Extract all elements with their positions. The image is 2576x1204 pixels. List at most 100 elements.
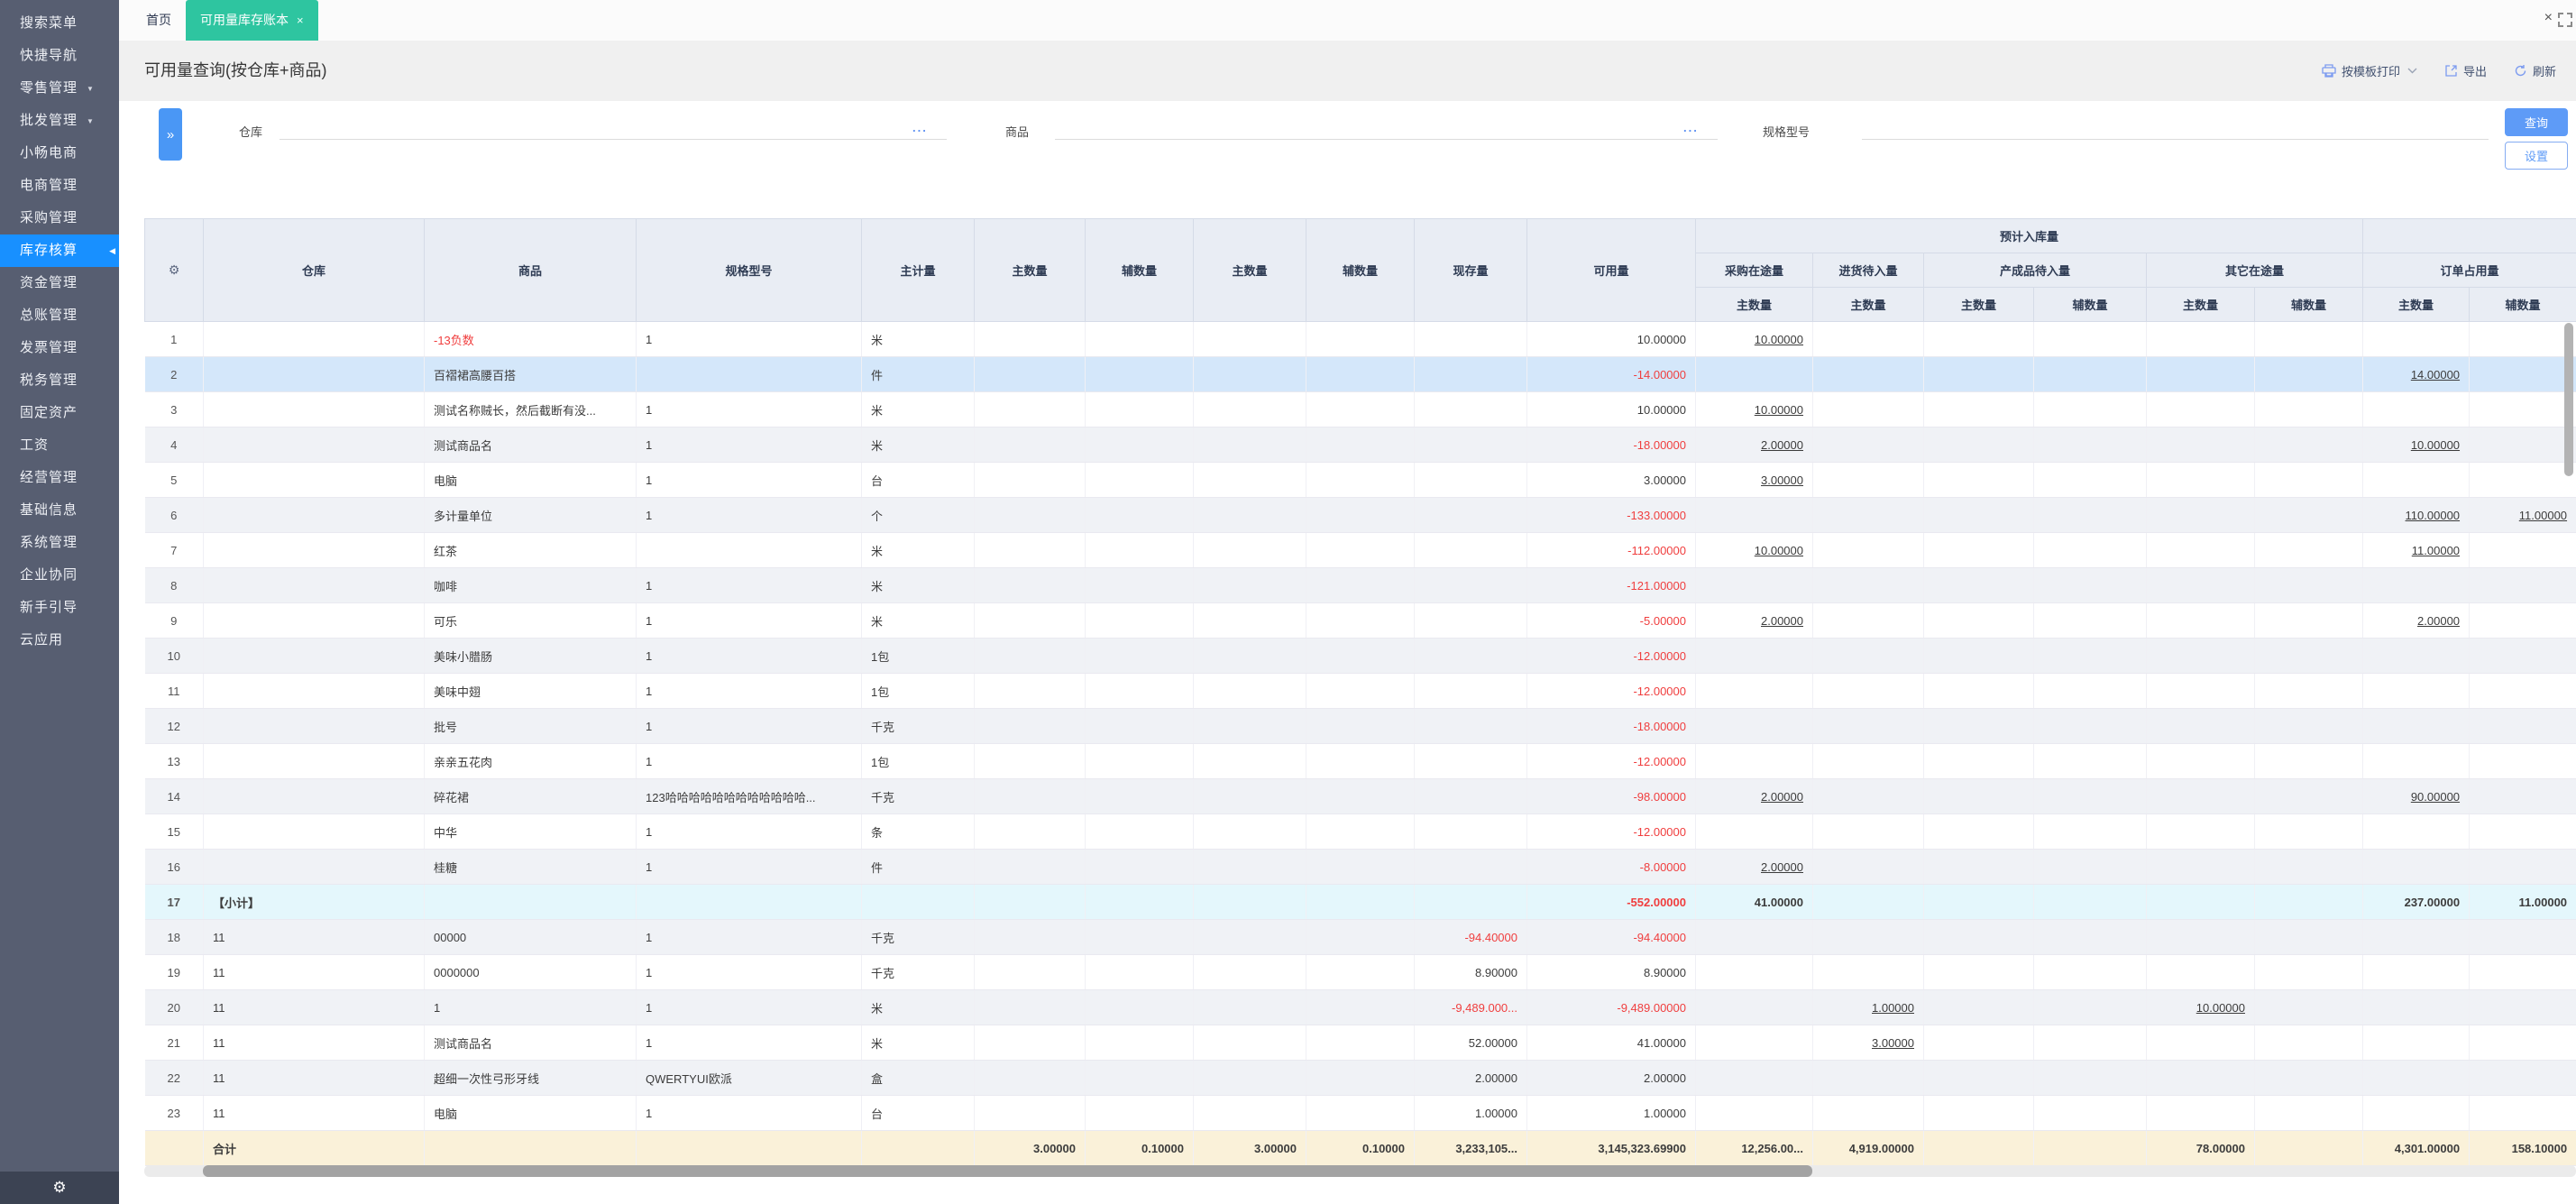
table-row[interactable]: 合计 3.00000 0.10000 3.00000 0.10000 3,233,105.…: [144, 1130, 2576, 1166]
sidebar-item-menu[interactable]: 发票管理: [20, 340, 78, 355]
table-row[interactable]: 13 亲亲五花肉 1 1包 -12.00000: [144, 743, 2576, 779]
table-row[interactable]: 9 可乐 1 米 -5.00000 2.00000 2.00000: [144, 602, 2576, 639]
horizontal-scrollbar-track[interactable]: [144, 1165, 2576, 1177]
column-header[interactable]: 商品: [424, 218, 637, 322]
table-row[interactable]: 8 咖啡 1 米 -121.00000: [144, 567, 2576, 603]
column-header[interactable]: 仓库: [203, 218, 425, 322]
sidebar-item-menu[interactable]: 采购管理: [20, 210, 78, 225]
table-row[interactable]: 15 中华 1 条 -12.00000: [144, 813, 2576, 850]
column-header[interactable]: 主数量: [1193, 218, 1306, 322]
table-row[interactable]: 1 -13负数 1 米 10.00000 10.00000: [144, 321, 2576, 357]
qty-link[interactable]: 11.00000: [2411, 543, 2461, 557]
table-row[interactable]: 17 【小计】 -552.00000 41.00000 237.00000 11.0000…: [144, 884, 2576, 920]
export-button[interactable]: 导出: [2444, 62, 2487, 79]
table-row[interactable]: 23 11 电脑 1 台 1.00000 1.00000: [144, 1095, 2576, 1131]
settings-button[interactable]: 设置: [2505, 142, 2568, 170]
qty-link[interactable]: 3.00000: [1761, 473, 1803, 487]
table-row[interactable]: 22 11 超细一次性弓形牙线 QWERTYUI欧派盒 2.00000 2.00000: [144, 1060, 2576, 1096]
qty-link[interactable]: 10.00000: [2410, 437, 2461, 452]
table-row[interactable]: 7 红茶 米 -112.00000 10.00000 11.00000: [144, 532, 2576, 568]
qty-link[interactable]: 110.00000: [2405, 508, 2461, 522]
qty-link[interactable]: 2.00000: [1761, 859, 1803, 874]
restore-window-icon[interactable]: [2558, 13, 2572, 27]
spec-model-input[interactable]: [1862, 110, 2489, 140]
qty-link[interactable]: 10.00000: [1754, 332, 1803, 346]
sidebar-item-menu[interactable]: 税务管理: [20, 372, 78, 388]
qty-link[interactable]: 2.00000: [1761, 789, 1803, 804]
tab-home[interactable]: 首页: [146, 13, 171, 27]
qty-link[interactable]: 10.00000: [1754, 543, 1803, 557]
qty-link[interactable]: 14.00000: [2410, 367, 2461, 381]
column-header[interactable]: 辅数量: [2033, 287, 2147, 322]
column-header[interactable]: 主数量: [974, 218, 1086, 322]
table-row[interactable]: 11 美味中翅 1 1包 -12.00000: [144, 673, 2576, 709]
sidebar-item-menu[interactable]: 工资: [20, 437, 50, 453]
table-row[interactable]: 6 多计量单位 1 个 -133.00000 110.00000 11.00000: [144, 497, 2576, 533]
print-by-template-button[interactable]: 按模板打印: [2322, 62, 2417, 79]
table-row[interactable]: 18 11 00000 1 千克 -94.40000 -94.40000: [144, 919, 2576, 955]
column-header[interactable]: 预计入库量: [1694, 218, 2364, 253]
table-row[interactable]: 12 批号 1 千克 -18.00000: [144, 708, 2576, 744]
column-header[interactable]: 辅数量: [2469, 287, 2576, 322]
table-row[interactable]: 2 百褶裙高腰百搭 件 -14.00000 14.00000: [144, 356, 2576, 392]
tab-close-icon[interactable]: ×: [297, 14, 304, 27]
sidebar-item-menu[interactable]: 小畅电商: [20, 145, 78, 161]
column-header[interactable]: 产成品待入量: [1923, 253, 2147, 288]
sidebar-item-menu[interactable]: 固定资产: [20, 405, 78, 420]
column-header[interactable]: 主数量: [1812, 287, 1924, 322]
qty-link[interactable]: 90.00000: [2410, 789, 2461, 804]
horizontal-scrollbar-thumb[interactable]: [203, 1165, 1812, 1177]
qty-link[interactable]: 10.00000: [1754, 402, 1803, 417]
column-header[interactable]: 可用量: [1526, 218, 1696, 322]
qty-link[interactable]: 11.00000: [2518, 508, 2568, 522]
expand-filter-button[interactable]: »: [159, 108, 182, 161]
query-button[interactable]: 查询: [2505, 108, 2568, 136]
column-header[interactable]: [2362, 218, 2576, 253]
column-header[interactable]: 其它在途量: [2145, 253, 2364, 288]
sidebar-item-menu[interactable]: 电商管理: [20, 178, 78, 193]
tab-active-availability-ledger[interactable]: 可用量库存账本 ×: [186, 0, 318, 41]
sidebar-item-active[interactable]: 库存核算 ◀: [0, 234, 119, 267]
sidebar-item-menu[interactable]: 资金管理: [20, 275, 78, 290]
sidebar-item-menu[interactable]: 系统管理: [20, 535, 78, 550]
sidebar-item-menu[interactable]: 基础信息: [20, 502, 78, 518]
table-row[interactable]: 20 11 1 1 米 -9,489.000... -9,489.00000 1.00000 1…: [144, 989, 2576, 1025]
sidebar-item-menu[interactable]: 企业协同: [20, 567, 78, 583]
column-header[interactable]: 主计量: [861, 218, 975, 322]
column-header[interactable]: 辅数量: [2253, 287, 2364, 322]
sidebar-item-menu[interactable]: 经营管理: [20, 470, 78, 485]
column-header[interactable]: 主数量: [2146, 287, 2255, 322]
column-header[interactable]: 辅数量: [1306, 218, 1415, 322]
table-row[interactable]: 3 测试名称贼长，然后截断有没... 1 米 10.00000 10.00000: [144, 391, 2576, 427]
column-header[interactable]: 主数量: [2362, 287, 2471, 322]
column-header[interactable]: 采购在途量: [1695, 253, 1813, 288]
column-header[interactable]: 订单占用量: [2362, 253, 2576, 288]
column-header[interactable]: 主数量: [1923, 287, 2034, 322]
table-row[interactable]: 21 11 测试商品名 1 米 52.00000 41.00000 3.00000: [144, 1025, 2576, 1061]
product-picker-button[interactable]: ...: [1683, 121, 1699, 134]
column-header[interactable]: 辅数量: [1085, 218, 1194, 322]
warehouse-input[interactable]: [280, 110, 947, 140]
vertical-scrollbar[interactable]: [2564, 323, 2573, 476]
sidebar-item-menu[interactable]: 搜索菜单: [20, 15, 78, 31]
qty-link[interactable]: 2.00000: [1761, 613, 1803, 628]
table-row[interactable]: 19 11 0000000 1 千克 8.90000 8.90000: [144, 954, 2576, 990]
table-row[interactable]: 5 电脑 1 台 3.00000 3.00000: [144, 462, 2576, 498]
column-header[interactable]: 进货待入量: [1812, 253, 1924, 288]
gear-icon[interactable]: ⚙: [52, 1179, 67, 1196]
table-row[interactable]: 16 桂糖 1 件 -8.00000 2.00000: [144, 849, 2576, 885]
column-settings-icon[interactable]: ⚙: [144, 218, 204, 322]
sidebar-item-menu[interactable]: 总账管理: [20, 308, 78, 323]
table-row[interactable]: 10 美味小腊肠 1 1包 -12.00000: [144, 638, 2576, 674]
qty-link[interactable]: 10.00000: [2196, 1000, 2245, 1015]
qty-link[interactable]: 2.00000: [2417, 613, 2461, 628]
product-input[interactable]: [1055, 110, 1718, 140]
column-header[interactable]: 现存量: [1414, 218, 1527, 322]
qty-link[interactable]: 3.00000: [1872, 1035, 1914, 1050]
warehouse-picker-button[interactable]: ...: [912, 121, 928, 134]
sidebar-item-menu[interactable]: 零售管理 ▼: [20, 80, 95, 96]
sidebar-item-menu[interactable]: 快捷导航: [20, 48, 78, 63]
sidebar-item-menu[interactable]: 批发管理 ▼: [20, 113, 95, 128]
close-icon[interactable]: ×: [2544, 10, 2553, 25]
refresh-button[interactable]: 刷新: [2514, 62, 2556, 79]
